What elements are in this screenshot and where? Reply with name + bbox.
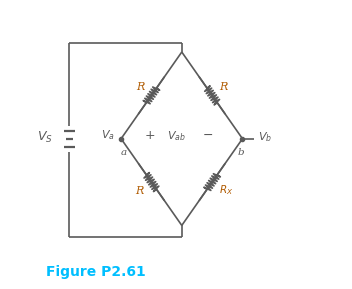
Text: R: R: [135, 186, 144, 196]
Text: −: −: [202, 129, 213, 142]
Text: Figure P2.61: Figure P2.61: [46, 265, 146, 279]
Text: $V_{ab}$: $V_{ab}$: [166, 129, 186, 143]
Text: b: b: [238, 148, 244, 157]
Text: $V_b$: $V_b$: [258, 130, 272, 144]
Text: $V_S$: $V_S$: [37, 130, 53, 145]
Text: $R_X$: $R_X$: [219, 183, 233, 197]
Text: a: a: [120, 148, 126, 157]
Text: R: R: [219, 82, 227, 92]
Text: $V_a$: $V_a$: [101, 128, 115, 142]
Text: +: +: [145, 129, 155, 142]
Text: R: R: [136, 82, 145, 92]
